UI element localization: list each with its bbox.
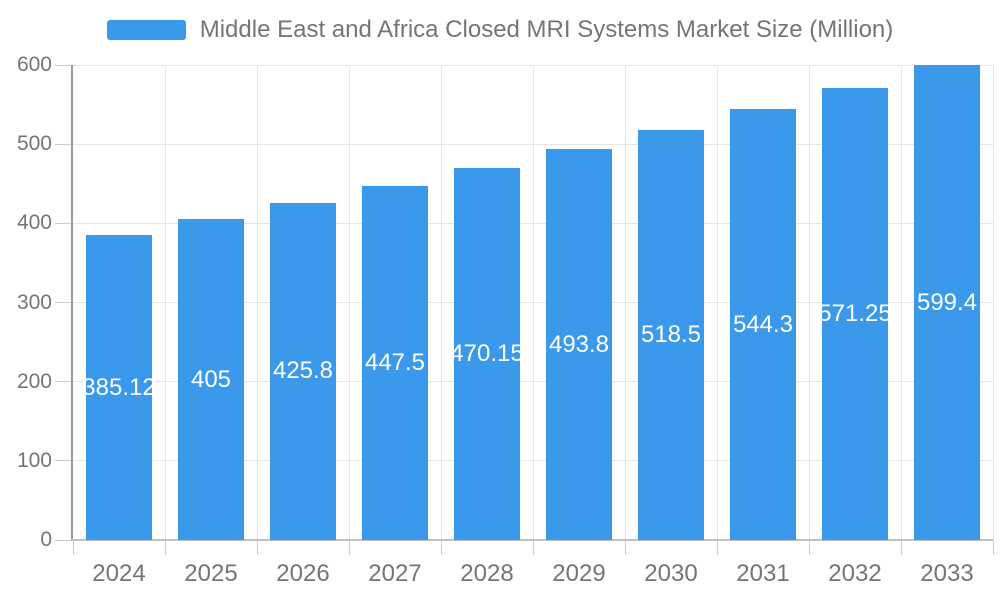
bar <box>914 65 980 540</box>
x-tick <box>348 540 350 555</box>
x-gridline <box>900 65 902 540</box>
x-tick <box>256 540 258 555</box>
x-axis-tick-label: 2031 <box>736 560 790 587</box>
bar <box>822 87 888 540</box>
bar <box>178 219 244 540</box>
bar-value-label: 518.5 <box>640 320 702 348</box>
bar-value-label: 425.8 <box>272 357 334 385</box>
x-axis-tick-label: 2025 <box>184 560 238 587</box>
x-gridline <box>256 65 258 540</box>
bar-value-label: 405 <box>190 365 232 393</box>
bar <box>546 149 612 540</box>
y-axis-line <box>71 65 73 540</box>
x-tick <box>900 540 902 555</box>
x-gridline <box>348 65 350 540</box>
x-axis-tick-label: 2033 <box>920 560 974 587</box>
legend-label: Middle East and Africa Closed MRI System… <box>199 16 894 43</box>
y-tick <box>55 64 73 66</box>
y-tick <box>55 302 73 303</box>
bar-value-label: 470.15 <box>450 339 524 367</box>
x-tick <box>440 540 442 555</box>
bar-value-label: 544.3 <box>732 310 794 338</box>
bar <box>86 235 152 540</box>
y-tick <box>55 381 73 383</box>
y-axis-tick-label: 300 <box>16 290 52 314</box>
y-tick <box>55 143 73 145</box>
x-axis-tick-label: 2032 <box>828 560 882 587</box>
bar-value-label: 447.5 <box>364 348 426 376</box>
x-tick <box>164 540 166 555</box>
x-tick <box>532 540 534 555</box>
x-tick <box>716 540 718 555</box>
x-gridline <box>624 65 626 540</box>
bar-value-label: 599.4 <box>916 288 978 316</box>
y-tick <box>55 222 73 224</box>
bar <box>730 109 796 540</box>
x-tick <box>72 540 74 555</box>
x-tick <box>992 540 994 555</box>
y-tick <box>55 460 73 462</box>
x-gridline <box>440 65 442 540</box>
x-gridline <box>532 65 534 540</box>
legend-swatch <box>106 20 186 40</box>
x-axis-tick-label: 2028 <box>460 560 514 587</box>
legend: Middle East and Africa Closed MRI System… <box>0 16 1000 44</box>
y-axis-tick-label: 200 <box>16 369 52 393</box>
bar <box>454 167 520 540</box>
x-gridline <box>992 65 994 540</box>
y-tick <box>55 539 73 541</box>
bar <box>638 129 704 540</box>
y-axis-tick-label: 500 <box>16 132 52 156</box>
x-axis-tick-label: 2027 <box>368 560 422 587</box>
x-tick <box>624 540 626 555</box>
bar <box>270 202 336 540</box>
x-axis-tick-label: 2030 <box>644 560 698 587</box>
legend-item[interactable]: Middle East and Africa Closed MRI System… <box>106 16 894 44</box>
bar-value-label: 385.12 <box>82 373 156 401</box>
x-gridline <box>716 65 718 540</box>
y-axis-tick-label: 600 <box>16 53 52 76</box>
y-axis-tick-label: 100 <box>16 448 52 472</box>
x-axis-tick-label: 2024 <box>92 560 146 587</box>
x-axis-tick-label: 2029 <box>552 560 606 587</box>
x-gridline <box>808 65 810 540</box>
x-axis-tick-label: 2026 <box>276 560 330 587</box>
bar <box>362 185 428 540</box>
x-tick <box>808 540 810 555</box>
bar-value-label: 571.25 <box>818 299 892 327</box>
bar-value-label: 493.8 <box>548 330 610 358</box>
y-axis-tick-label: 400 <box>16 211 52 235</box>
y-axis-tick-label: 0 <box>40 528 52 551</box>
x-gridline <box>164 65 166 540</box>
x-axis-line <box>71 539 993 541</box>
